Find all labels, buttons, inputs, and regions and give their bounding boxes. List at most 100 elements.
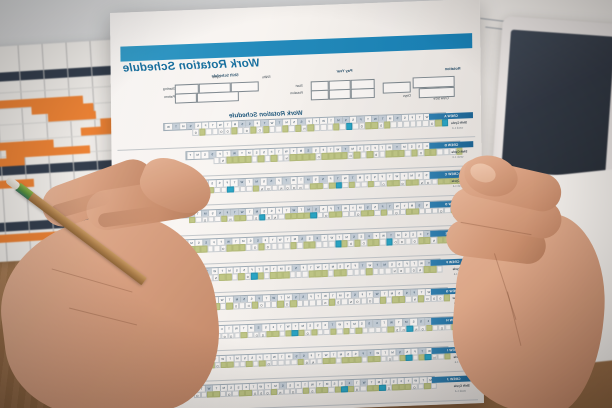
shift-cell[interactable] [352, 122, 359, 130]
shift-cell[interactable]: D [397, 267, 405, 274]
shift-cell[interactable]: D [380, 180, 387, 187]
shift-cell[interactable] [233, 360, 240, 368]
shift-cell[interactable] [373, 355, 381, 363]
shift-cell[interactable]: O [259, 330, 267, 338]
shift-cell[interactable] [309, 153, 316, 161]
shift-cell[interactable] [329, 211, 336, 219]
shift-cell[interactable]: O [428, 119, 436, 127]
shift-cell[interactable] [238, 389, 246, 397]
shift-cell[interactable]: O [284, 183, 291, 191]
shift-cell[interactable] [386, 209, 394, 216]
shift-cell[interactable] [361, 326, 369, 334]
shift-cell[interactable] [239, 243, 246, 251]
shift-cell[interactable] [251, 155, 259, 163]
shift-cell[interactable] [335, 357, 342, 364]
shift-cell[interactable] [424, 353, 432, 361]
shift-cell[interactable] [310, 328, 318, 336]
form-box-9[interactable] [196, 91, 239, 103]
shift-cell[interactable] [340, 386, 348, 393]
shift-cell[interactable] [422, 120, 429, 127]
shift-cell[interactable]: D [347, 239, 355, 247]
shift-cell[interactable] [381, 326, 388, 333]
shift-cell[interactable] [269, 125, 276, 133]
shift-cell[interactable] [238, 273, 245, 281]
shift-cell[interactable]: O [224, 127, 231, 135]
shift-cell[interactable] [403, 120, 410, 128]
shift-cell[interactable] [418, 353, 425, 361]
shift-cell[interactable] [277, 300, 284, 308]
shift-cell[interactable]: N [277, 388, 284, 396]
shift-cell[interactable] [245, 156, 252, 163]
shift-cell[interactable] [296, 387, 303, 395]
form-box-4[interactable] [328, 88, 351, 100]
shift-cell[interactable] [303, 183, 311, 190]
shift-cell[interactable] [339, 123, 346, 131]
shift-cell[interactable] [328, 152, 335, 160]
shift-cell[interactable]: O [264, 389, 271, 396]
shift-cell[interactable] [374, 209, 381, 217]
shift-cell[interactable] [342, 327, 350, 335]
shift-cell[interactable]: O [244, 272, 252, 280]
shift-cell[interactable] [365, 268, 373, 276]
shift-cell[interactable] [263, 272, 271, 280]
shift-cell[interactable] [360, 297, 367, 305]
shift-cell[interactable] [347, 385, 354, 393]
shift-cell[interactable] [392, 179, 400, 187]
shift-cell[interactable] [360, 151, 367, 159]
shift-cell[interactable] [252, 185, 259, 192]
shift-cell[interactable]: O [323, 211, 330, 219]
shift-cell[interactable]: D [400, 325, 407, 333]
shift-cell[interactable] [308, 270, 315, 278]
shift-cell[interactable] [271, 359, 279, 367]
shift-cell[interactable]: O [243, 126, 251, 134]
shift-cell[interactable] [373, 238, 380, 246]
shift-cell[interactable] [335, 181, 342, 189]
shift-cell[interactable] [258, 360, 266, 367]
shift-cell[interactable] [431, 207, 439, 215]
shift-cell[interactable] [251, 301, 259, 309]
shift-cell[interactable] [392, 150, 399, 158]
shift-cell[interactable] [278, 330, 286, 337]
shift-cell[interactable]: N [309, 358, 317, 365]
shift-cell[interactable]: O [265, 213, 273, 221]
shift-cell[interactable]: N [258, 184, 266, 192]
shift-cell[interactable] [278, 213, 285, 221]
shift-cell[interactable] [232, 244, 240, 252]
shift-cell[interactable] [271, 301, 278, 308]
shift-cell[interactable]: N [301, 124, 308, 132]
shift-cell[interactable]: O [399, 179, 406, 187]
shift-cell[interactable] [412, 208, 419, 215]
shift-cell[interactable] [271, 242, 278, 250]
shift-cell[interactable] [232, 390, 239, 398]
shift-cell[interactable] [418, 207, 426, 215]
shift-cell[interactable]: O [353, 385, 361, 393]
shift-cell[interactable] [290, 300, 297, 308]
shift-cell[interactable] [348, 181, 355, 189]
shift-cell[interactable] [417, 383, 425, 390]
shift-cell[interactable]: O [419, 324, 426, 332]
shift-cell[interactable] [423, 266, 430, 273]
shift-cell[interactable] [424, 382, 431, 390]
shift-cell[interactable] [441, 119, 449, 127]
shift-cell[interactable]: D [392, 238, 399, 245]
shift-cell[interactable] [385, 150, 393, 158]
shift-cell[interactable]: N [391, 267, 398, 275]
shift-cell[interactable] [429, 265, 437, 273]
shift-cell[interactable] [341, 356, 349, 364]
shift-cell[interactable] [390, 121, 398, 129]
shift-cell[interactable] [310, 211, 317, 219]
shift-cell[interactable] [392, 384, 399, 391]
shift-cell[interactable]: D [257, 389, 265, 397]
shift-cell[interactable] [371, 122, 378, 129]
shift-cell[interactable] [425, 207, 432, 215]
shift-cell[interactable]: D [245, 302, 252, 309]
shift-cell[interactable] [316, 357, 323, 365]
shift-cell[interactable] [321, 269, 328, 277]
shift-cell[interactable]: D [265, 359, 272, 367]
shift-cell[interactable] [372, 384, 380, 392]
shift-cell[interactable]: N [413, 324, 420, 332]
shift-cell[interactable] [365, 122, 372, 130]
shift-cell[interactable] [405, 354, 413, 362]
shift-cell[interactable] [436, 148, 444, 156]
shift-cell[interactable] [334, 386, 342, 394]
